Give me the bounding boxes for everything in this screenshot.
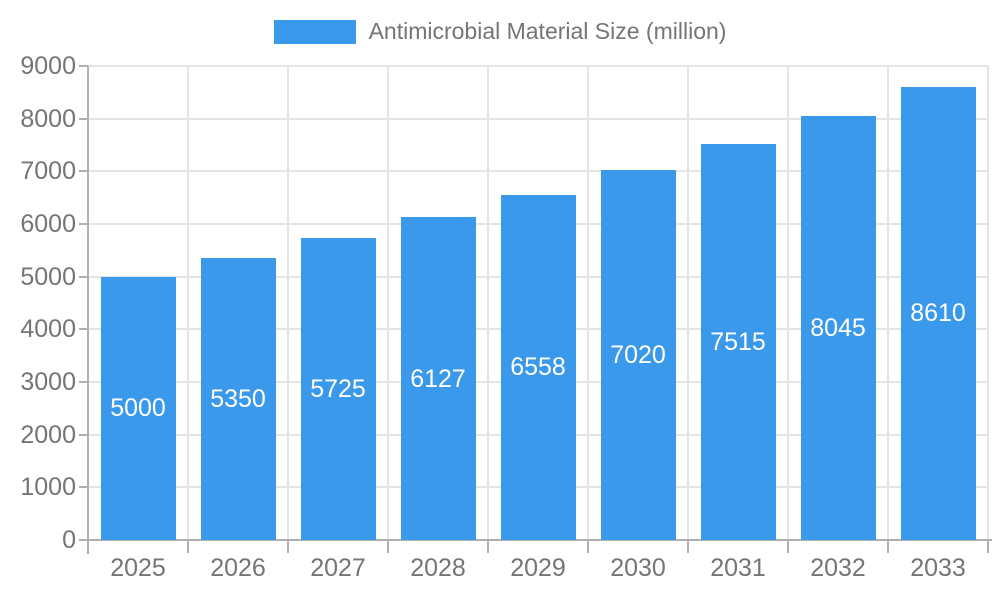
bar[interactable]	[400, 217, 476, 540]
bar-value-label: 6127	[410, 364, 466, 393]
x-axis-label: 2026	[210, 554, 266, 582]
x-axis-label: 2032	[810, 554, 866, 582]
h-gridline	[88, 117, 988, 120]
y-axis-tick	[79, 275, 88, 278]
x-axis-tick	[387, 540, 389, 553]
v-gridline	[387, 66, 389, 540]
y-axis-tick	[79, 65, 88, 67]
v-gridline	[587, 66, 589, 540]
bar[interactable]	[300, 238, 376, 540]
x-axis-label: 2029	[510, 554, 566, 582]
v-gridline	[287, 66, 289, 540]
y-axis-label: 1000	[20, 473, 76, 502]
x-axis-tick	[187, 540, 189, 553]
x-axis-line	[88, 539, 992, 541]
y-axis-tick	[79, 433, 88, 436]
x-axis-tick	[87, 540, 89, 553]
bar[interactable]	[200, 258, 276, 540]
bar-value-label: 5350	[210, 385, 266, 414]
x-axis-tick	[287, 540, 289, 553]
bar-value-label: 8610	[910, 299, 966, 328]
y-axis-tick	[79, 223, 88, 225]
y-axis-tick	[79, 381, 88, 383]
legend-label: Antimicrobial Material Size (million)	[368, 18, 727, 44]
bar-value-label: 5000	[110, 394, 166, 423]
legend[interactable]: Antimicrobial Material Size (million)	[0, 18, 1000, 45]
x-axis-label: 2033	[910, 554, 966, 582]
x-axis-label: 2030	[610, 554, 666, 582]
v-gridline	[787, 66, 789, 540]
bar-value-label: 7515	[710, 328, 766, 357]
bar[interactable]	[600, 170, 676, 540]
x-axis-label: 2028	[410, 554, 466, 582]
x-axis-tick	[587, 540, 589, 553]
y-axis-label: 3000	[20, 368, 76, 396]
y-axis-tick	[79, 486, 88, 489]
y-axis-label: 5000	[20, 262, 76, 291]
h-gridline	[88, 65, 988, 67]
x-axis-label: 2025	[110, 554, 166, 582]
y-axis-label: 6000	[20, 210, 76, 238]
y-axis-line	[87, 66, 89, 554]
bar[interactable]	[500, 194, 576, 540]
v-gridline	[987, 66, 989, 540]
v-gridline	[887, 66, 889, 540]
y-axis-label: 4000	[20, 315, 76, 344]
x-axis-tick	[487, 540, 489, 553]
x-axis-tick	[687, 540, 689, 553]
y-axis-label: 9000	[20, 52, 76, 80]
y-axis-tick	[79, 170, 88, 173]
bar[interactable]	[900, 86, 976, 540]
y-axis-label: 8000	[20, 104, 76, 133]
x-axis-tick	[987, 540, 989, 553]
bar[interactable]	[100, 276, 176, 540]
v-gridline	[487, 66, 489, 540]
v-gridline	[687, 66, 689, 540]
y-axis-tick	[79, 117, 88, 120]
y-axis-label: 7000	[20, 157, 76, 186]
y-axis-label: 0	[62, 526, 76, 554]
bar[interactable]	[700, 144, 776, 540]
x-axis-label: 2031	[710, 554, 766, 582]
y-axis-tick	[79, 328, 88, 331]
x-axis-tick	[787, 540, 789, 553]
legend-swatch	[273, 19, 356, 44]
y-axis-tick	[79, 539, 88, 541]
bar[interactable]	[800, 116, 876, 540]
bar-value-label: 5725	[310, 375, 366, 404]
bar-value-label: 7020	[610, 341, 666, 370]
v-gridline	[187, 66, 189, 540]
x-axis-label: 2027	[310, 554, 366, 582]
bar-value-label: 6558	[510, 353, 566, 382]
y-axis-label: 2000	[20, 420, 76, 449]
x-axis-tick	[887, 540, 889, 553]
h-gridline	[88, 170, 988, 173]
bar-value-label: 8045	[810, 314, 866, 343]
